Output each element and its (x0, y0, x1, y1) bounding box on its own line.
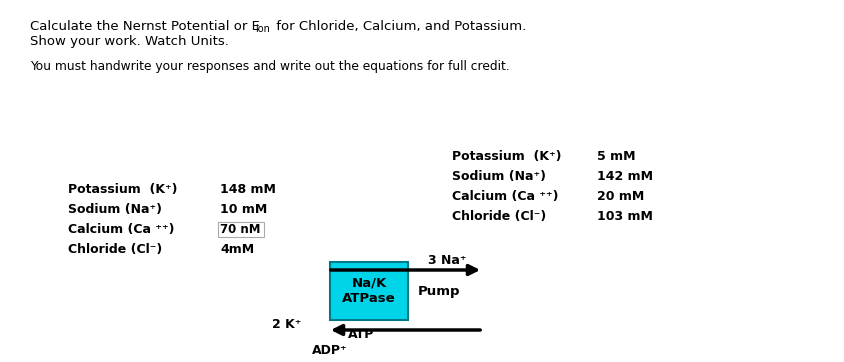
Text: 148 mM: 148 mM (220, 183, 276, 196)
FancyBboxPatch shape (218, 222, 264, 237)
Text: Calcium (Ca ⁺⁺): Calcium (Ca ⁺⁺) (68, 223, 175, 236)
Text: Potassium  (K⁺): Potassium (K⁺) (452, 150, 561, 163)
Text: 4mM: 4mM (220, 243, 254, 256)
Text: 103 mM: 103 mM (597, 210, 653, 223)
Text: Pump: Pump (418, 285, 461, 298)
FancyBboxPatch shape (330, 262, 408, 320)
Text: ATP: ATP (348, 328, 375, 341)
Text: for Chloride, Calcium, and Potassium.: for Chloride, Calcium, and Potassium. (272, 20, 527, 33)
Text: ADP⁺: ADP⁺ (312, 344, 348, 357)
Text: 10 mM: 10 mM (220, 203, 268, 216)
Text: Chloride (Cl⁻): Chloride (Cl⁻) (452, 210, 546, 223)
Text: ion: ion (255, 24, 270, 34)
Text: Na/K: Na/K (351, 276, 387, 289)
Text: Calculate the Nernst Potential or E: Calculate the Nernst Potential or E (30, 20, 260, 33)
Text: Sodium (Na⁺): Sodium (Na⁺) (68, 203, 162, 216)
Text: Chloride (Cl⁻): Chloride (Cl⁻) (68, 243, 162, 256)
Text: Show your work. Watch Units.: Show your work. Watch Units. (30, 35, 229, 48)
Text: You must handwrite your responses and write out the equations for full credit.: You must handwrite your responses and wr… (30, 60, 510, 73)
Text: 2 K⁺: 2 K⁺ (272, 318, 301, 331)
Text: 70 nM: 70 nM (220, 223, 261, 236)
Text: 20 mM: 20 mM (597, 190, 644, 203)
Text: Potassium  (K⁺): Potassium (K⁺) (68, 183, 177, 196)
Text: 5 mM: 5 mM (597, 150, 636, 163)
Text: Calcium (Ca ⁺⁺): Calcium (Ca ⁺⁺) (452, 190, 559, 203)
Text: 142 mM: 142 mM (597, 170, 653, 183)
Text: Sodium (Na⁺): Sodium (Na⁺) (452, 170, 546, 183)
Text: 3 Na⁺: 3 Na⁺ (428, 254, 467, 267)
Text: ATPase: ATPase (342, 292, 396, 305)
